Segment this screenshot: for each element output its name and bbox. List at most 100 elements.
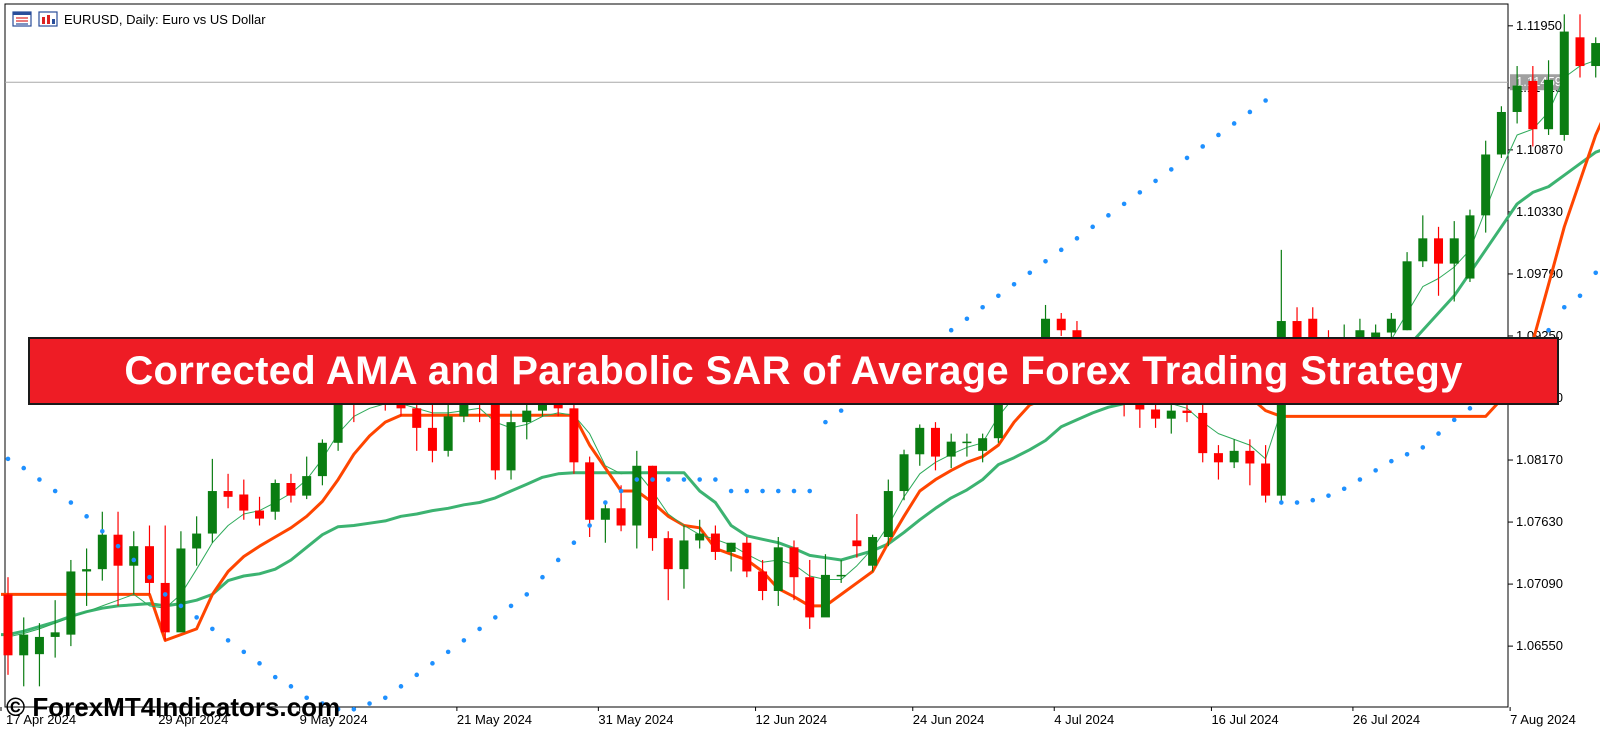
sar-dot bbox=[445, 649, 451, 655]
sar-dot bbox=[1090, 224, 1095, 230]
bar-chart-icon[interactable] bbox=[38, 11, 58, 27]
bear-candle bbox=[585, 462, 595, 520]
sar-dot bbox=[713, 477, 718, 482]
bear-candle bbox=[1151, 409, 1161, 419]
bull-candle bbox=[726, 542, 736, 552]
watermark: © ForexMT4Indicators.com bbox=[6, 692, 341, 722]
sar-dot bbox=[618, 488, 624, 494]
bear-candle bbox=[648, 465, 658, 539]
sar-dot bbox=[760, 488, 765, 494]
time-tick-label: 24 Jun 2024 bbox=[913, 712, 985, 727]
bull-candle bbox=[1559, 31, 1569, 135]
bull-candle bbox=[270, 483, 280, 512]
sar-dot bbox=[210, 626, 215, 632]
sar-dot bbox=[1546, 327, 1551, 333]
bear-candle bbox=[758, 571, 768, 591]
sar-dot bbox=[304, 695, 309, 701]
bear-candle bbox=[239, 494, 249, 511]
sar-dot bbox=[571, 540, 577, 546]
sar-dot bbox=[320, 701, 325, 706]
bull-candle bbox=[632, 465, 642, 526]
sar-dot bbox=[650, 477, 655, 482]
sar-dot bbox=[1389, 458, 1394, 464]
time-tick-label: 26 Jul 2024 bbox=[1353, 712, 1420, 727]
bear-candle bbox=[3, 594, 13, 656]
bull-candle bbox=[317, 442, 327, 477]
time-tick-label: 21 May 2024 bbox=[457, 712, 532, 727]
sar-dot bbox=[477, 626, 482, 632]
sar-dot bbox=[1168, 167, 1174, 172]
sar-dot bbox=[681, 477, 687, 482]
sar-dot bbox=[1184, 155, 1190, 161]
bull-candle bbox=[459, 399, 469, 417]
sar-dot bbox=[948, 327, 954, 333]
bull-candle bbox=[899, 454, 909, 492]
sar-dot bbox=[1247, 109, 1253, 115]
chart-title-bar: EURUSD, Daily: Euro vs US Dollar bbox=[12, 10, 266, 28]
sar-dot bbox=[257, 661, 262, 666]
bull-candle bbox=[176, 548, 186, 633]
sar-dot bbox=[524, 592, 530, 597]
sar-dot bbox=[697, 477, 702, 482]
sar-dot bbox=[728, 488, 734, 494]
sar-dot bbox=[823, 419, 828, 425]
sar-dot bbox=[1341, 486, 1347, 492]
bull-candle bbox=[97, 534, 107, 570]
time-tick-label: 16 Jul 2024 bbox=[1211, 712, 1278, 727]
sar-dot bbox=[1326, 493, 1331, 498]
sar-dot bbox=[288, 684, 294, 689]
time-tick-label: 4 Jul 2024 bbox=[1054, 712, 1114, 727]
bull-candle bbox=[192, 533, 202, 549]
bull-candle bbox=[1166, 410, 1176, 419]
bull-candle bbox=[443, 416, 453, 451]
bear-candle bbox=[144, 546, 154, 583]
bull-candle bbox=[66, 571, 76, 635]
sar-dot bbox=[241, 649, 247, 655]
bear-candle bbox=[1198, 412, 1208, 454]
price-tick-label: 1.10330 bbox=[1516, 204, 1563, 219]
bull-candle bbox=[19, 634, 29, 656]
bull-candle bbox=[1386, 318, 1396, 333]
sar-dot bbox=[1200, 144, 1206, 149]
bear-candle bbox=[663, 538, 673, 570]
sar-dot bbox=[1593, 270, 1599, 276]
price-tick-label: 1.07090 bbox=[1516, 576, 1563, 591]
sar-dot bbox=[430, 661, 435, 666]
sar-dot bbox=[84, 514, 89, 519]
price-tick-label: 1.10870 bbox=[1516, 142, 1563, 157]
sar-dot bbox=[272, 674, 278, 680]
bull-candle bbox=[962, 441, 972, 444]
sar-dot bbox=[603, 500, 608, 505]
sar-dot bbox=[634, 477, 640, 482]
bear-candle bbox=[742, 542, 752, 572]
bear-candle bbox=[1308, 318, 1318, 348]
current-price-label: 1.11459 bbox=[1516, 74, 1562, 89]
time-tick-label: 7 Aug 2024 bbox=[1510, 712, 1576, 727]
sar-dot bbox=[1263, 98, 1268, 103]
bear-candle bbox=[930, 427, 940, 457]
sar-dot bbox=[162, 592, 168, 597]
sar-dot bbox=[1404, 451, 1410, 457]
bear-candle bbox=[412, 408, 422, 428]
sar-dot bbox=[461, 638, 467, 643]
price-tick-label: 1.09790 bbox=[1516, 266, 1563, 281]
chart-window-icon[interactable] bbox=[12, 11, 32, 27]
price-tick-label: 1.07630 bbox=[1516, 514, 1563, 529]
sar-dot bbox=[1294, 500, 1300, 505]
bear-candle bbox=[223, 491, 233, 497]
banner-title: Corrected AMA and Parabolic SAR of Avera… bbox=[124, 348, 1463, 393]
sar-dot bbox=[1561, 304, 1567, 310]
bull-candle bbox=[820, 574, 830, 618]
bear-candle bbox=[1056, 318, 1066, 331]
bull-candle bbox=[129, 546, 139, 566]
bull-candle bbox=[207, 491, 217, 534]
sar-dot bbox=[1106, 213, 1111, 218]
bear-candle bbox=[255, 510, 265, 519]
bear-candle bbox=[569, 408, 579, 463]
bull-candle bbox=[1465, 215, 1475, 279]
time-tick-label: 29 Apr 2024 bbox=[158, 712, 228, 727]
sar-dot bbox=[1121, 201, 1127, 207]
bull-candle bbox=[82, 569, 92, 572]
bear-candle bbox=[490, 402, 500, 471]
